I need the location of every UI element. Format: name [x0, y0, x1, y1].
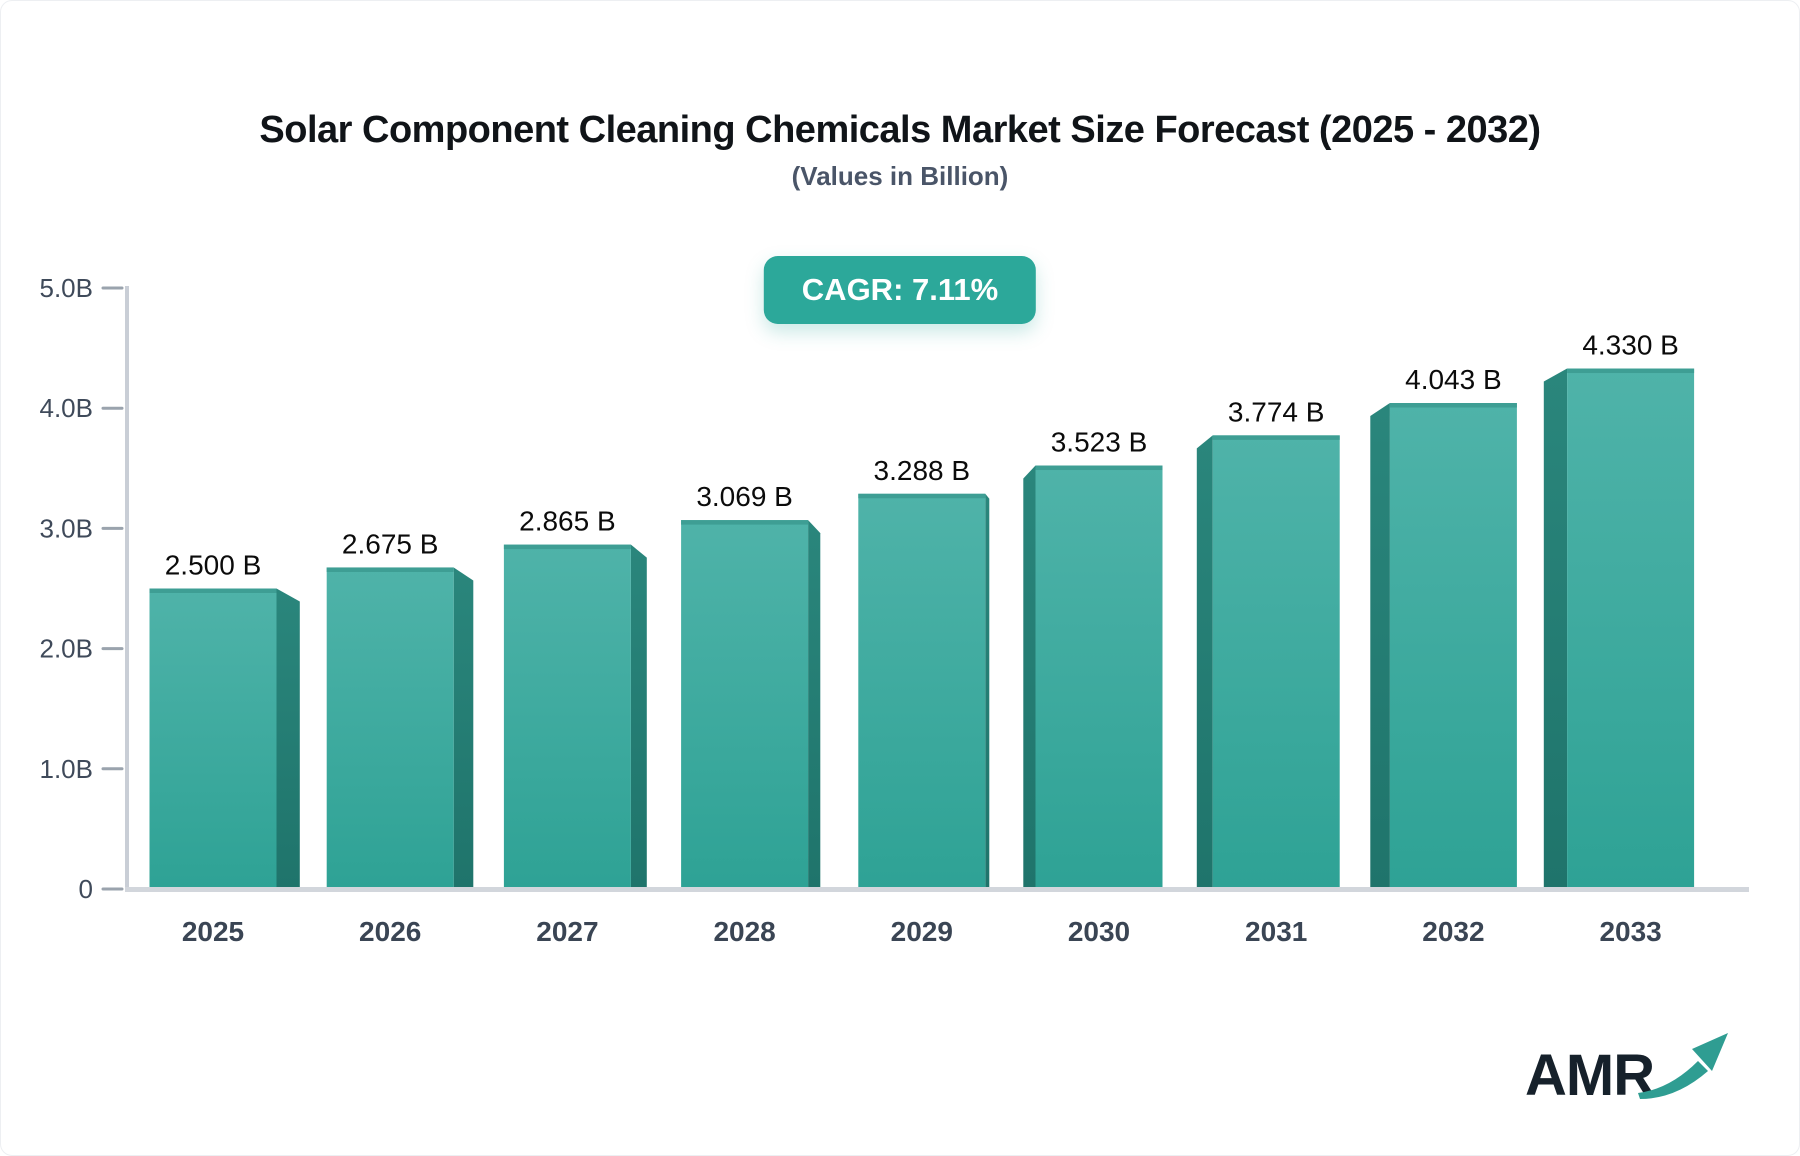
chart-subtitle: (Values in Billion) [791, 161, 1009, 191]
bar-2027: 2.865 B [503, 506, 647, 889]
bar-front-face [681, 520, 809, 889]
bar-value-label: 3.288 B [874, 455, 971, 486]
bar-top-rim [681, 520, 809, 525]
bar-2030: 3.523 B [1023, 427, 1163, 889]
bar-top-rim [1212, 435, 1340, 440]
bar-side-face [1543, 368, 1568, 889]
bar-side-face [1023, 465, 1036, 889]
x-axis-label: 2026 [359, 916, 421, 947]
y-tick-label: 5.0B [40, 273, 94, 303]
bar-value-label: 4.330 B [1582, 330, 1679, 361]
bar-2033: 4.330 B [1543, 330, 1695, 889]
bar-top-rim [149, 588, 277, 593]
bar-side-face [808, 520, 821, 889]
bar-side-face [630, 544, 647, 889]
chart-title: Solar Component Cleaning Chemicals Marke… [259, 109, 1541, 151]
bar-2028: 3.069 B [681, 481, 821, 889]
bar-front-face [326, 567, 454, 889]
x-axis-label: 2031 [1245, 916, 1307, 947]
bar-value-label: 3.069 B [696, 481, 793, 512]
bar-front-face [1389, 403, 1517, 889]
bar-2029: 3.288 B [858, 455, 990, 889]
x-axis-label: 2029 [891, 916, 953, 947]
bar-2032: 4.043 B [1370, 364, 1517, 889]
bar-top-rim [858, 493, 986, 499]
bar-side-face [276, 588, 300, 889]
amr-logo: AMR [1525, 1031, 1732, 1105]
bar-front-face [1567, 368, 1695, 889]
cagr-badge: CAGR: 7.11% [763, 256, 1037, 324]
bar-top-rim [1389, 403, 1517, 408]
x-axis-label: 2033 [1599, 916, 1661, 947]
y-tick-label: 0 [79, 874, 93, 904]
bar-value-label: 3.523 B [1051, 427, 1148, 458]
bar-top-rim [326, 567, 454, 572]
x-axis-label: 2032 [1422, 916, 1484, 947]
bar-value-label: 3.774 B [1228, 396, 1325, 427]
growth-arrow-icon [1638, 1033, 1729, 1099]
y-tick-label: 2.0B [40, 634, 94, 664]
bar-value-label: 4.043 B [1405, 364, 1502, 395]
bar-front-face [858, 493, 986, 889]
axes: 5.0B 4.0B 3.0B 2.0B 1.0B 0 2025 2026 2027 2028 202… [40, 273, 1662, 947]
x-axis-label: 2027 [536, 916, 598, 947]
bar-top-rim [1567, 368, 1695, 374]
bar-side-face [1196, 435, 1213, 889]
bar-top-rim [503, 544, 631, 550]
bar-value-label: 2.500 B [165, 550, 262, 581]
bar-top-rim [1035, 465, 1163, 471]
bar-value-label: 2.675 B [342, 528, 439, 559]
bar-2026: 2.675 B [326, 528, 474, 889]
bar-side-face [1370, 403, 1390, 889]
y-tick-label: 4.0B [40, 393, 94, 423]
y-tick-label: 3.0B [40, 513, 94, 543]
x-axis-label: 2025 [182, 916, 244, 947]
x-axis-label: 2030 [1068, 916, 1130, 947]
bar-front-face [503, 544, 631, 889]
bar-front-face [149, 588, 277, 889]
bar-side-face [985, 493, 990, 889]
bars: 2.500 B 2.675 B 2.865 B 3.069 B 3.288 B 3.523… [149, 330, 1695, 889]
bar-2025: 2.500 B [149, 550, 300, 889]
bar-value-label: 2.865 B [519, 506, 616, 537]
bar-2031: 3.774 B [1196, 396, 1340, 889]
bar-front-face [1035, 465, 1163, 889]
bar-front-face [1212, 435, 1340, 889]
y-tick-label: 1.0B [40, 754, 94, 784]
x-axis-label: 2028 [713, 916, 775, 947]
bar-side-face [453, 567, 474, 889]
amr-logo-text: AMR [1525, 1043, 1655, 1108]
